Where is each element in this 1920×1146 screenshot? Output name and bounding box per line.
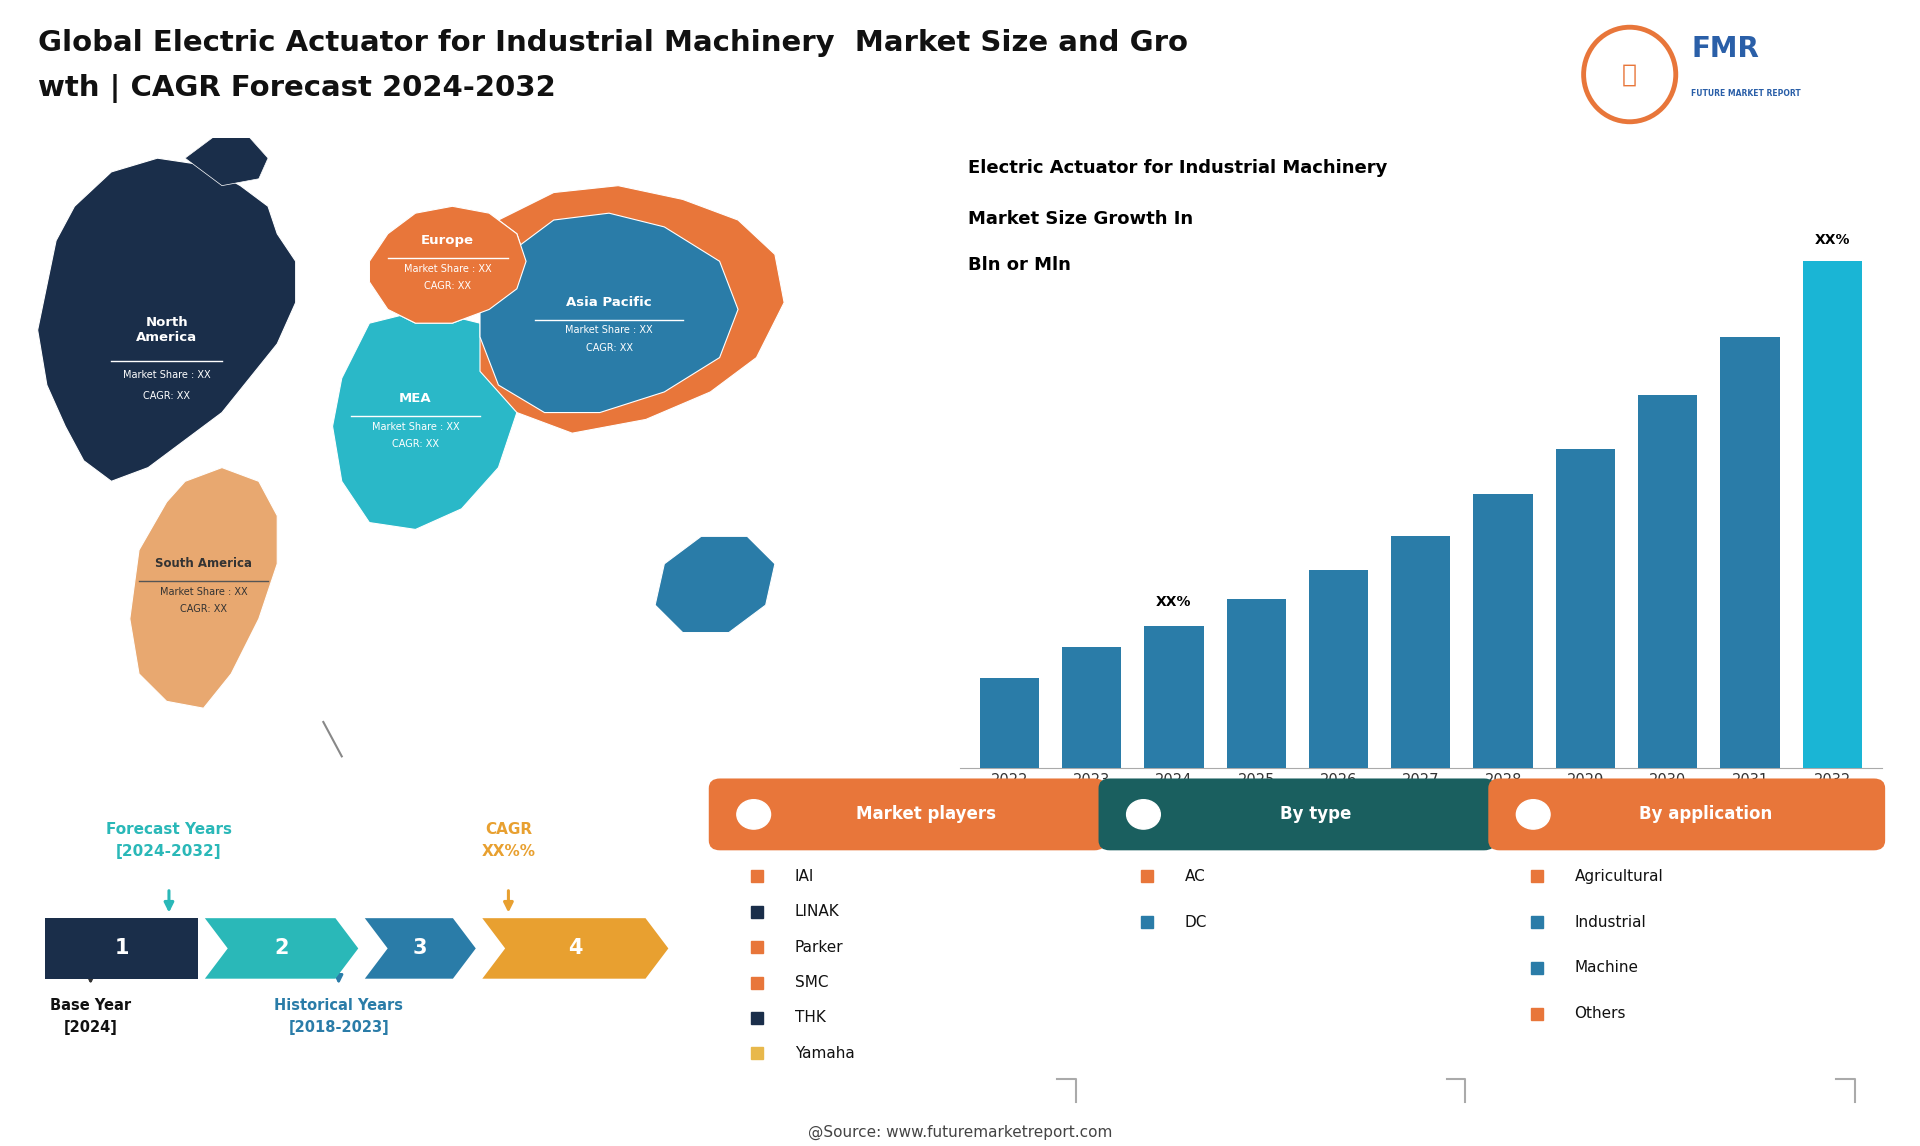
Text: By type: By type — [1281, 806, 1352, 824]
Bar — [1144, 626, 1204, 768]
FancyBboxPatch shape — [1098, 778, 1496, 850]
Text: Europe: Europe — [420, 234, 474, 248]
Polygon shape — [131, 468, 276, 708]
Text: [2018-2023]: [2018-2023] — [288, 1020, 390, 1035]
Polygon shape — [332, 309, 516, 529]
Bar — [1062, 646, 1121, 768]
Bar — [1309, 571, 1369, 768]
Text: CAGR: CAGR — [486, 822, 532, 837]
FancyBboxPatch shape — [1492, 834, 1882, 1118]
Text: Electric Actuator for Industrial Machinery: Electric Actuator for Industrial Machine… — [968, 159, 1388, 178]
Text: Market Share : XX: Market Share : XX — [403, 264, 492, 274]
Text: Market Share : XX: Market Share : XX — [564, 325, 653, 336]
Text: Others: Others — [1574, 1006, 1626, 1021]
Text: Bln or Mln: Bln or Mln — [968, 256, 1071, 274]
Text: 4: 4 — [568, 939, 582, 958]
Bar — [1392, 536, 1450, 768]
Text: Market Size Growth In: Market Size Growth In — [968, 210, 1194, 228]
Text: FUTURE MARKET REPORT: FUTURE MARKET REPORT — [1692, 89, 1801, 97]
Text: LINAK: LINAK — [795, 904, 839, 919]
FancyBboxPatch shape — [1488, 778, 1885, 850]
Text: IAI: IAI — [795, 869, 814, 884]
Polygon shape — [365, 918, 476, 979]
Text: FMR: FMR — [1692, 36, 1759, 63]
Text: THK: THK — [795, 1011, 826, 1026]
Text: Historical Years: Historical Years — [275, 998, 403, 1013]
Text: XX%%: XX%% — [482, 843, 536, 858]
Text: Global Electric Actuator for Industrial Machinery  Market Size and Gro: Global Electric Actuator for Industrial … — [38, 29, 1188, 56]
Text: Machine: Machine — [1574, 960, 1638, 975]
Polygon shape — [38, 158, 296, 481]
FancyBboxPatch shape — [708, 778, 1106, 850]
Bar — [1638, 395, 1697, 768]
Text: Market Share : XX: Market Share : XX — [372, 422, 459, 432]
Text: CAGR: XX: CAGR: XX — [180, 604, 227, 614]
Text: CAGR: XX: CAGR: XX — [392, 439, 440, 449]
Text: Market players: Market players — [856, 806, 996, 824]
FancyBboxPatch shape — [712, 834, 1102, 1118]
Text: Forecast Years: Forecast Years — [106, 822, 232, 837]
Bar — [1473, 494, 1532, 768]
Polygon shape — [369, 206, 526, 323]
Polygon shape — [44, 918, 198, 979]
Text: Market Share : XX: Market Share : XX — [159, 587, 248, 597]
Polygon shape — [480, 186, 783, 433]
Text: CAGR: XX: CAGR: XX — [424, 281, 470, 291]
Text: 2: 2 — [275, 939, 288, 958]
Text: By application: By application — [1640, 806, 1772, 824]
Text: Parker: Parker — [795, 940, 843, 955]
Bar — [1227, 599, 1286, 768]
Text: South America: South America — [156, 557, 252, 571]
Text: wth | CAGR Forecast 2024-2032: wth | CAGR Forecast 2024-2032 — [38, 74, 557, 103]
Text: @Source: www.futuremarketreport.com: @Source: www.futuremarketreport.com — [808, 1125, 1112, 1140]
Polygon shape — [184, 138, 269, 186]
Circle shape — [737, 800, 770, 829]
Text: Yamaha: Yamaha — [795, 1046, 854, 1061]
Text: CAGR: XX: CAGR: XX — [586, 343, 632, 353]
Text: Market Share : XX: Market Share : XX — [123, 370, 211, 380]
Bar — [979, 678, 1039, 768]
Text: AC: AC — [1185, 869, 1206, 884]
Text: Base Year: Base Year — [50, 998, 131, 1013]
Polygon shape — [482, 918, 668, 979]
Text: CAGR: XX: CAGR: XX — [144, 391, 190, 401]
Text: DC: DC — [1185, 915, 1208, 929]
Text: Asia Pacific: Asia Pacific — [566, 296, 651, 309]
Text: North
America: North America — [136, 316, 198, 344]
Text: Agricultural: Agricultural — [1574, 869, 1663, 884]
Circle shape — [1517, 800, 1549, 829]
Text: SMC: SMC — [795, 975, 828, 990]
Text: 3: 3 — [413, 939, 428, 958]
Polygon shape — [480, 213, 737, 413]
Bar — [1720, 337, 1780, 768]
Text: MEA: MEA — [399, 392, 432, 406]
FancyBboxPatch shape — [1102, 834, 1492, 1118]
Text: [2024-2032]: [2024-2032] — [115, 843, 223, 858]
Text: XX%: XX% — [1156, 595, 1192, 610]
Text: 👤: 👤 — [1622, 63, 1638, 86]
Polygon shape — [369, 206, 526, 323]
Text: [2024]: [2024] — [63, 1020, 117, 1035]
Text: Industrial: Industrial — [1574, 915, 1645, 929]
Text: XX%: XX% — [1814, 234, 1851, 248]
Polygon shape — [205, 918, 359, 979]
Polygon shape — [655, 536, 776, 633]
Circle shape — [1127, 800, 1160, 829]
Bar — [1555, 449, 1615, 768]
Bar — [1803, 260, 1862, 768]
Text: 1: 1 — [115, 939, 129, 958]
